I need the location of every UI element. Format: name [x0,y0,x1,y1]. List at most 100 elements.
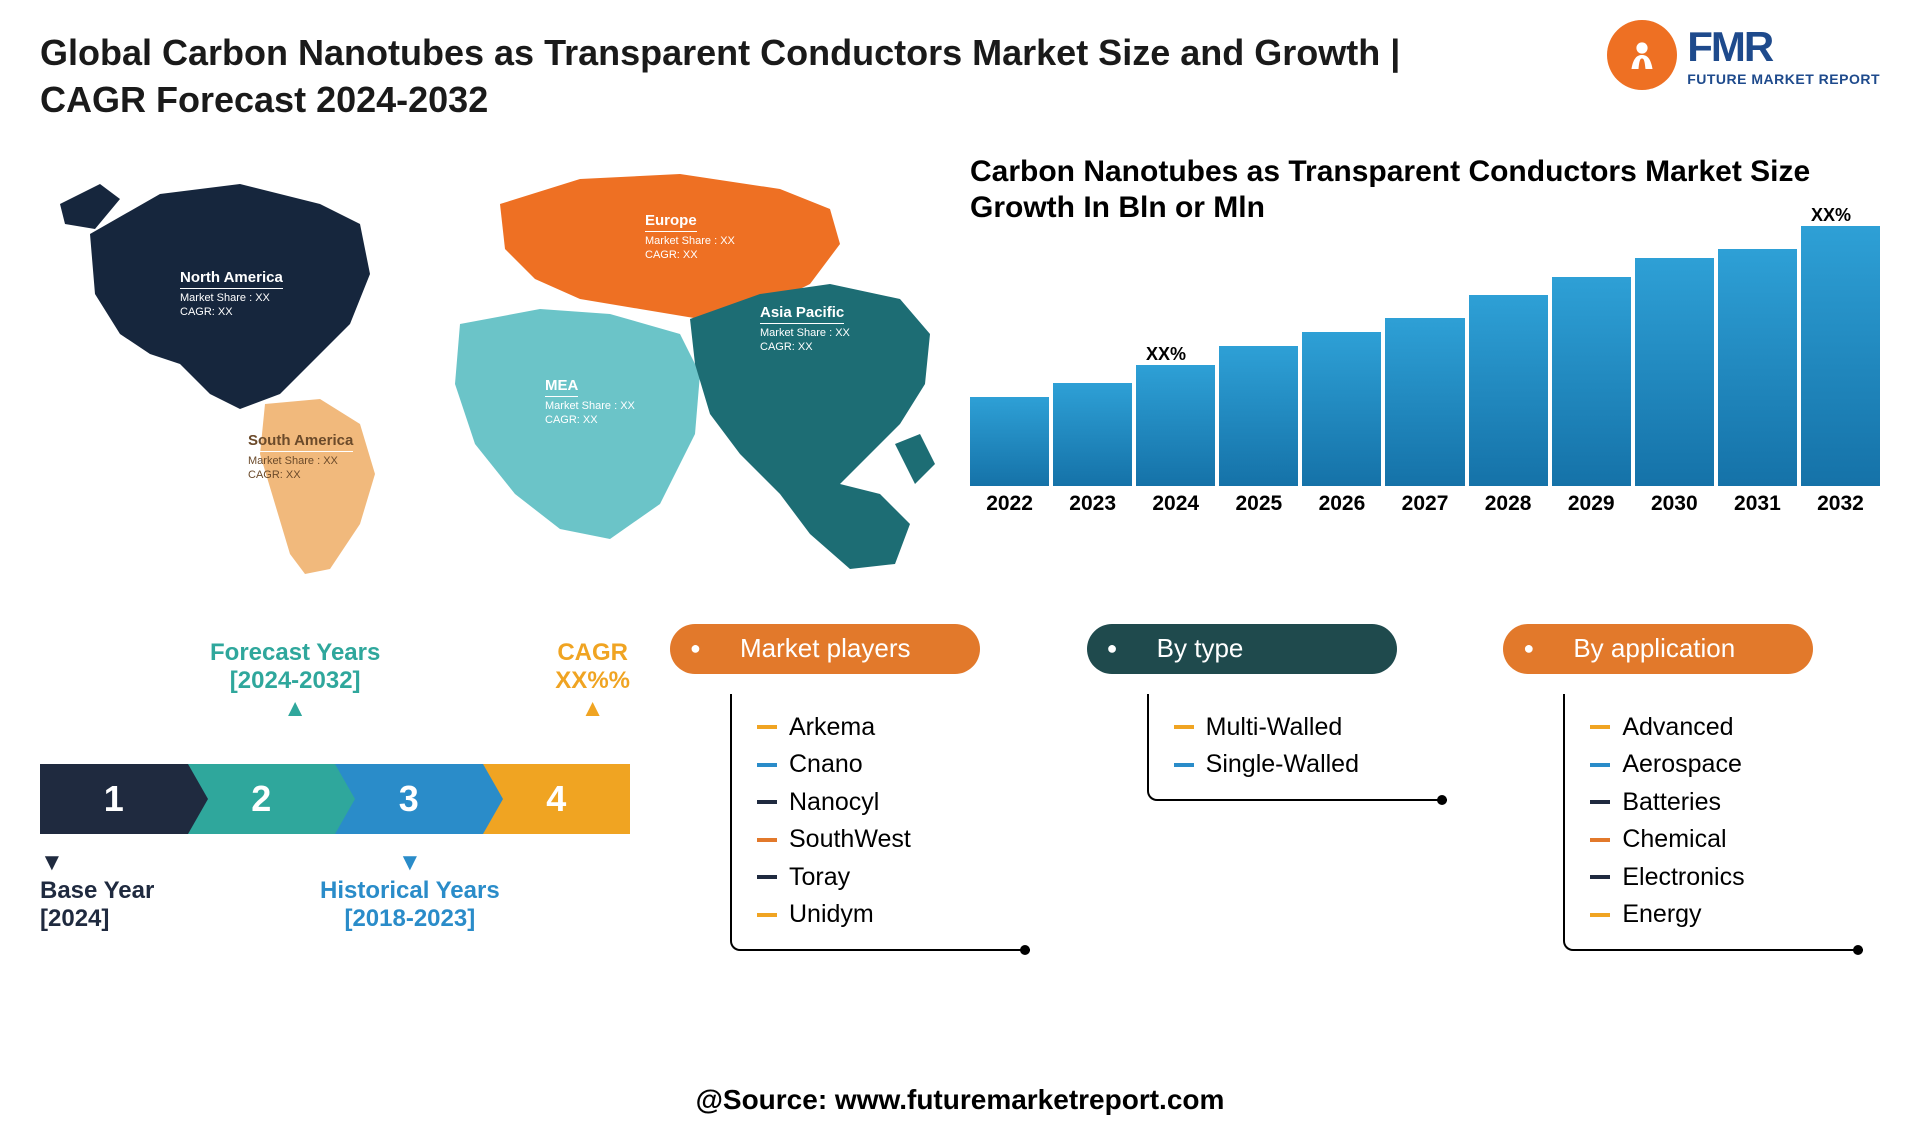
fmr-logo: FMR FUTURE MARKET REPORT [1607,20,1880,90]
bullet-icon [1590,763,1610,767]
bar-year-label: 2032 [1817,492,1864,516]
bar-2029: 2029 [1552,277,1631,516]
list-item: Electronics [1590,859,1863,897]
base-text: Base Year [40,877,154,905]
bar-2031: 2031 [1718,249,1797,516]
forecast-val: [2024-2032] [210,667,380,695]
category-by-type: By type Multi-WalledSingle-Walled [1087,624,1464,951]
category-list: AdvancedAerospaceBatteriesChemicalElectr… [1563,694,1863,951]
category-by-application: By applicationAdvancedAerospaceBatteries… [1503,624,1880,951]
bar-year-label: 2029 [1568,492,1615,516]
cagr-label: CAGR XX%% ▲ [555,639,630,723]
list-item: Chemical [1590,821,1863,859]
item-label: Cnano [789,746,863,784]
bullet-icon [1174,763,1194,767]
logo-main-text: FMR [1687,23,1880,71]
item-label: Arkema [789,709,875,747]
bar-year-label: 2023 [1069,492,1116,516]
timeline-segment-3: 3 [335,764,483,834]
hist-val: [2018-2023] [320,905,500,933]
bar-year-label: 2024 [1152,492,1199,516]
timeline-strip: 1234 [40,764,630,834]
region-label-europe: EuropeMarket Share : XXCAGR: XX [645,212,735,263]
bar-rect [1136,365,1215,486]
region-label-south-america: South AmericaMarket Share : XXCAGR: XX [248,432,353,483]
bar-2026: 2026 [1302,332,1381,515]
bar-rect [970,397,1049,485]
triangle-down-icon: ▼ [320,849,500,877]
world-map: North AmericaMarket Share : XXCAGR: XX So… [40,154,940,574]
bar-2027: 2027 [1385,318,1464,515]
binoculars-icon [1607,20,1677,90]
category-header: Market players [670,624,980,674]
category-list: Multi-WalledSingle-Walled [1147,694,1447,801]
bar-rect [1469,295,1548,485]
region-label-north-america: North AmericaMarket Share : XXCAGR: XX [180,269,283,320]
region-label-asia-pacific: Asia PacificMarket Share : XXCAGR: XX [760,304,850,355]
bullet-icon [1590,913,1610,917]
bar-rect [1718,249,1797,486]
bar-year-label: 2031 [1734,492,1781,516]
bar-2022: 2022 [970,397,1049,515]
bar-rect [1053,383,1132,485]
list-item: Cnano [757,746,1030,784]
item-label: Single-Walled [1206,746,1359,784]
timeline-segment-2: 2 [188,764,336,834]
bullet-icon [757,913,777,917]
bullet-icon [1590,800,1610,804]
list-item: Toray [757,859,1030,897]
bar-year-label: 2026 [1319,492,1366,516]
bullet-icon [757,875,777,879]
bar-pct-label-2032: XX% [1811,205,1851,226]
item-label: Aerospace [1622,746,1742,784]
bar-2025: 2025 [1219,346,1298,515]
list-item: Batteries [1590,784,1863,822]
list-item: SouthWest [757,821,1030,859]
hist-text: Historical Years [320,877,500,905]
bar-2028: 2028 [1469,295,1548,515]
list-item: Aerospace [1590,746,1863,784]
bar-year-label: 2028 [1485,492,1532,516]
list-item: Multi-Walled [1174,709,1447,747]
item-label: Toray [789,859,850,897]
triangle-down-icon: ▼ [40,849,154,877]
bullet-icon [1590,725,1610,729]
bar-year-label: 2022 [986,492,1033,516]
triangle-down-icon: ▲ [210,695,380,723]
list-item: Arkema [757,709,1030,747]
bar-year-label: 2025 [1235,492,1282,516]
list-item: Advanced [1590,709,1863,747]
timeline-segment-4: 4 [483,764,631,834]
triangle-down-icon: ▲ [555,695,630,723]
timeline-segment-1: 1 [40,764,188,834]
item-label: Electronics [1622,859,1744,897]
bullet-icon [1174,725,1194,729]
base-year-label: ▼ Base Year [2024] [40,849,154,933]
bar-2024: 2024 [1136,365,1215,516]
category-list: ArkemaCnanoNanocylSouthWestTorayUnidym [730,694,1030,951]
bullet-icon [1590,875,1610,879]
list-item: Nanocyl [757,784,1030,822]
growth-bar-chart: Carbon Nanotubes as Transparent Conducto… [970,154,1880,574]
forecast-text: Forecast Years [210,639,380,667]
category-header: By type [1087,624,1397,674]
bullet-icon [757,725,777,729]
bullet-icon [757,838,777,842]
map-svg [40,154,940,574]
historical-years-label: ▼ Historical Years [2018-2023] [320,849,500,933]
bar-rect [1801,226,1880,486]
list-item: Single-Walled [1174,746,1447,784]
logo-sub-text: FUTURE MARKET REPORT [1687,71,1880,87]
bar-rect [1302,332,1381,485]
source-attribution: @Source: www.futuremarketreport.com [696,1084,1225,1116]
bar-year-label: 2030 [1651,492,1698,516]
cagr-text: CAGR [555,639,630,667]
bar-rect [1219,346,1298,485]
item-label: Energy [1622,896,1701,934]
bar-rect [1385,318,1464,485]
forecast-years-label: Forecast Years [2024-2032] ▲ [210,639,380,723]
bullet-icon [757,800,777,804]
bullet-icon [1590,838,1610,842]
bar-2032: 2032 [1801,226,1880,516]
list-item: Energy [1590,896,1863,934]
